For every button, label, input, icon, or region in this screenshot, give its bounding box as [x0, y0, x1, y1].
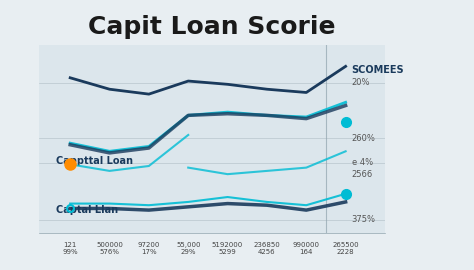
Text: e 4%: e 4% — [352, 158, 373, 167]
Text: Cappttal Loan: Cappttal Loan — [56, 156, 133, 166]
Text: 260%: 260% — [352, 134, 375, 143]
Text: Captal Llan: Captal Llan — [56, 205, 118, 215]
Title: Capit Loan Scorie: Capit Loan Scorie — [88, 15, 336, 39]
Text: SCOMEES: SCOMEES — [352, 65, 404, 75]
Text: 2566: 2566 — [352, 170, 373, 179]
Text: 375%: 375% — [352, 215, 375, 224]
Text: 20%: 20% — [352, 78, 370, 87]
